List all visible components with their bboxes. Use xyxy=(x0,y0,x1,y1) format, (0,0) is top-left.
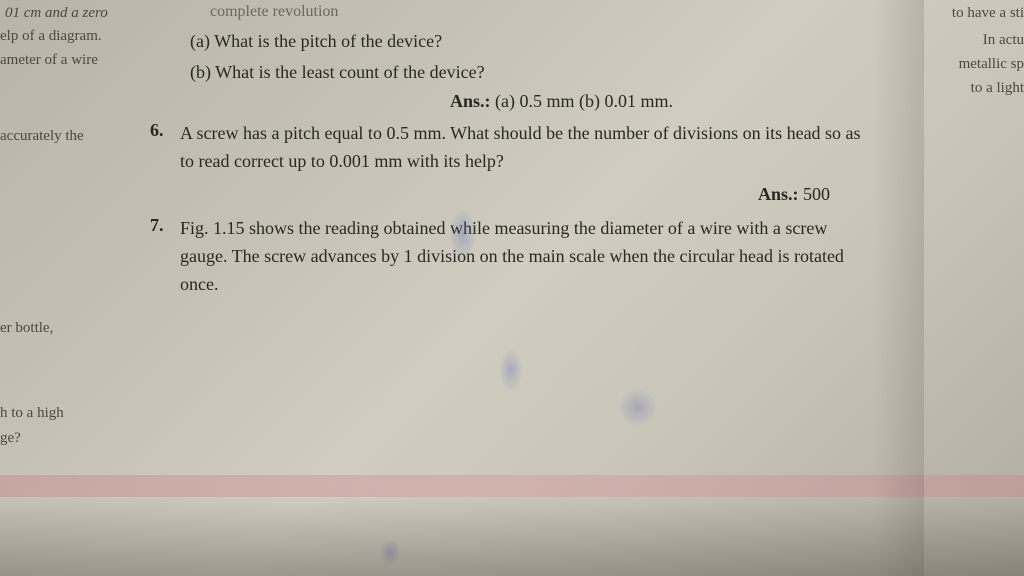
left-fragment-1: 01 cm and a zero xyxy=(5,5,108,22)
question-6-number: 6. xyxy=(150,120,180,176)
bottom-shadow xyxy=(0,496,1024,576)
answer-ab: Ans.: (a) 0.5 mm (b) 0.01 mm. xyxy=(450,91,930,112)
main-content: complete revolution (a) What is the pitc… xyxy=(150,0,930,298)
right-fragment-3: metallic sp xyxy=(959,56,1024,73)
answer-ab-text: (a) 0.5 mm (b) 0.01 mm. xyxy=(491,91,673,111)
right-fragment-4: to a light xyxy=(971,80,1024,97)
ink-stain-icon xyxy=(450,210,475,260)
question-a: (a) What is the pitch of the device? xyxy=(190,28,930,55)
question-6: 6. A screw has a pitch equal to 0.5 mm. … xyxy=(150,120,930,176)
ink-stain-icon xyxy=(380,540,400,565)
textbook-page: 01 cm and a zero elp of a diagram. amete… xyxy=(0,0,1024,576)
right-fragment-1: to have a sti xyxy=(952,5,1024,22)
left-fragment-4: accurately the xyxy=(0,128,84,145)
left-fragment-2: elp of a diagram. xyxy=(0,28,102,45)
highlight-band xyxy=(0,475,1024,497)
question-6-body: A screw has a pitch equal to 0.5 mm. Wha… xyxy=(180,120,930,176)
answer-6-text: 500 xyxy=(799,184,831,204)
left-fragment-3: ameter of a wire xyxy=(0,52,98,69)
question-7-number: 7. xyxy=(150,215,180,299)
ink-stain-icon xyxy=(620,390,655,425)
partial-top-line: complete revolution xyxy=(210,0,930,24)
question-7: 7. Fig. 1.15 shows the reading obtained … xyxy=(150,215,930,299)
question-b: (b) What is the least count of the devic… xyxy=(190,59,930,86)
right-fragment-2: In actu xyxy=(983,32,1024,49)
answer-6-label: Ans.: xyxy=(758,184,799,204)
left-fragment-5: er bottle, xyxy=(0,320,53,337)
answer-label: Ans.: xyxy=(450,91,491,111)
ink-stain-icon xyxy=(500,350,522,390)
answer-6: Ans.: 500 xyxy=(150,184,830,205)
left-fragment-7: ge? xyxy=(0,430,21,447)
question-7-body: Fig. 1.15 shows the reading obtained whi… xyxy=(180,215,930,299)
left-fragment-6: h to a high xyxy=(0,405,64,422)
